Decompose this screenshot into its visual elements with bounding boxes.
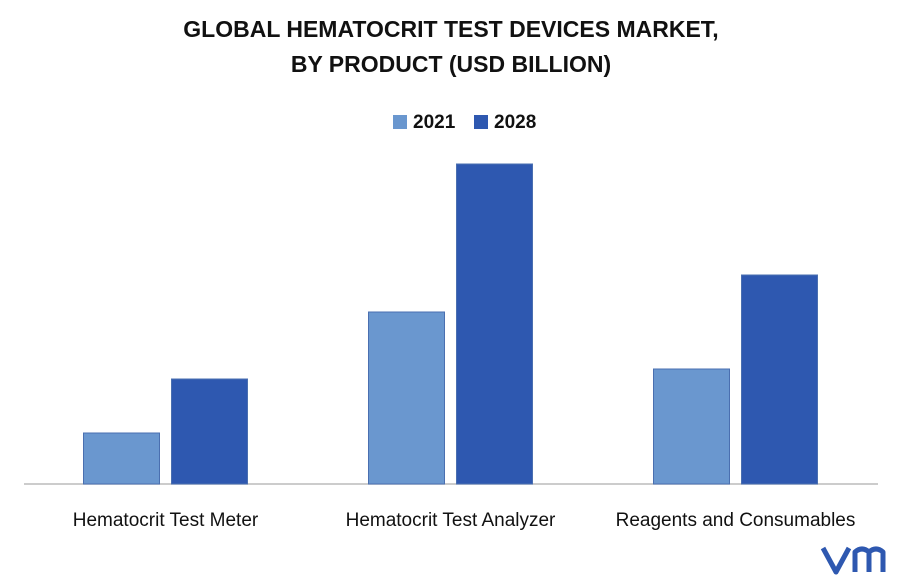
legend-label: 2021 — [413, 112, 456, 133]
legend-swatch — [474, 115, 488, 129]
chart-title: BY PRODUCT (USD BILLION) — [291, 51, 611, 77]
x-tick-label: Hematocrit Test Analyzer — [346, 510, 556, 531]
bar — [741, 274, 818, 485]
logo — [820, 546, 886, 575]
x-tick-label: Reagents and Consumables — [616, 510, 856, 531]
logo-m — [852, 546, 886, 572]
bar — [653, 368, 730, 485]
chart-title: GLOBAL HEMATOCRIT TEST DEVICES MARKET, — [183, 16, 718, 42]
bar — [368, 311, 445, 485]
x-tick-label: Hematocrit Test Meter — [73, 510, 259, 531]
legend-label: 2028 — [494, 112, 536, 133]
bar — [83, 432, 160, 485]
legend-swatch — [393, 115, 407, 129]
logo-v — [820, 546, 852, 575]
bar — [171, 378, 248, 485]
bar — [456, 163, 533, 485]
